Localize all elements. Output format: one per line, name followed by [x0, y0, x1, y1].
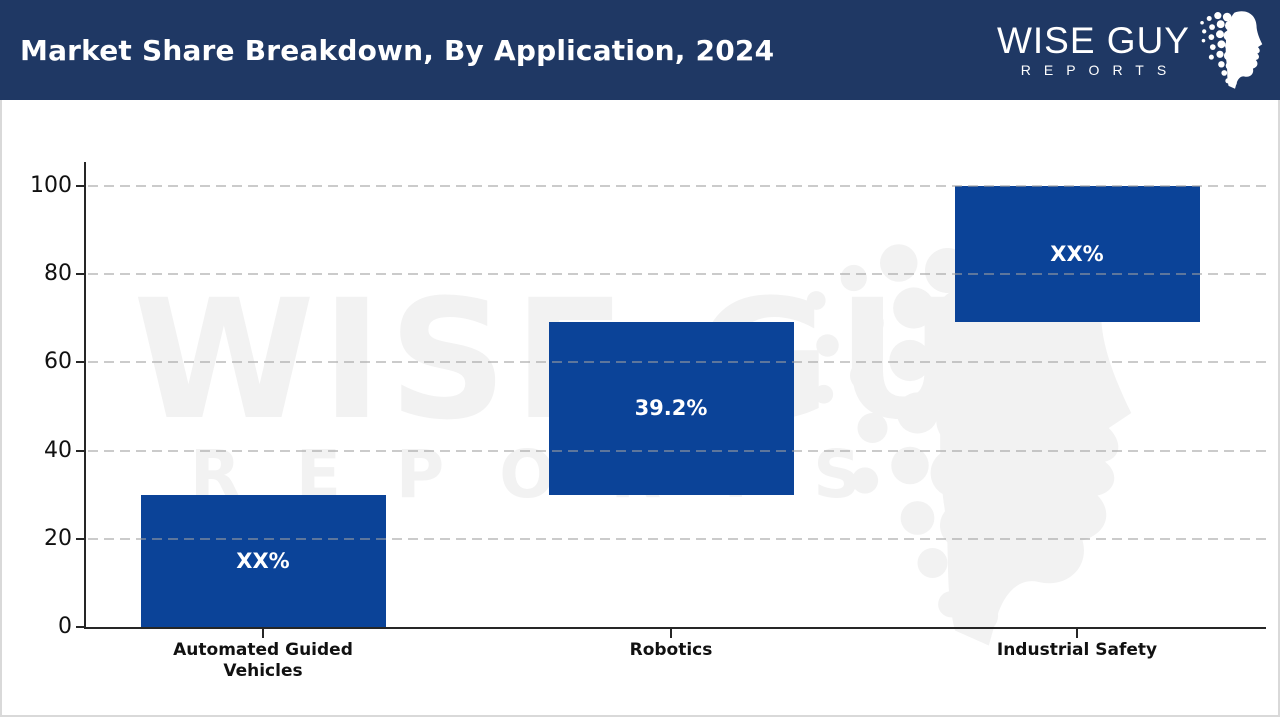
y-tick-mark-80 — [76, 273, 85, 276]
frame-border-right — [1278, 100, 1280, 716]
x-tick-mark-industrial-safety — [1076, 629, 1078, 638]
bar-automated-guided-vehicles: XX% — [140, 494, 386, 627]
y-axis-spine — [84, 162, 86, 629]
page-title: Market Share Breakdown, By Application, … — [20, 33, 775, 67]
wise-guy-reports-logo: WISE GUY REPORTS — [997, 7, 1266, 93]
y-tick-label-40: 40 — [44, 437, 72, 463]
dotted-head-icon — [1200, 11, 1263, 89]
logo-reports-text: REPORTS — [1020, 62, 1180, 79]
bar-value-label: 39.2% — [634, 396, 708, 421]
x-category-label-robotics: Robotics — [629, 640, 713, 660]
chart-canvas: WISE GUY REPORTS XX%39.2%XX% 02040608010… — [0, 100, 1280, 720]
logo-wiseguy-text: WISE GUY — [996, 19, 1190, 61]
x-tick-mark-automated-guided-vehicles — [262, 629, 264, 638]
bar-robotics: 39.2% — [548, 321, 794, 495]
x-category-label-industrial-safety: Industrial Safety — [996, 640, 1158, 660]
y-tick-label-60: 60 — [44, 349, 72, 375]
logo-text: WISE GUY REPORTS — [996, 19, 1190, 79]
header: Market Share Breakdown, By Application, … — [0, 0, 1280, 100]
y-tick-label-80: 80 — [44, 261, 72, 287]
y-tick-label-20: 20 — [44, 525, 72, 551]
frame-border-left — [0, 100, 2, 716]
x-axis-spine — [84, 627, 1266, 629]
x-category-label-automated-guided-vehicles: Automated Guided Vehicles — [173, 640, 353, 682]
axis-layer: 0 20 40 60 80 100 Automated Guided Vehicles Rob… — [0, 100, 1280, 720]
frame-border-bottom — [0, 715, 1280, 717]
y-tick-mark-20 — [76, 537, 85, 540]
bar-value-label: XX% — [236, 548, 290, 573]
y-tick-mark-0 — [76, 626, 85, 628]
y-tick-mark-60 — [76, 361, 85, 364]
y-tick-mark-40 — [76, 449, 85, 452]
y-tick-label-100: 100 — [30, 173, 72, 198]
x-tick-mark-robotics — [670, 629, 672, 638]
y-tick-mark-100 — [76, 185, 85, 187]
y-tick-label-0: 0 — [58, 614, 72, 639]
